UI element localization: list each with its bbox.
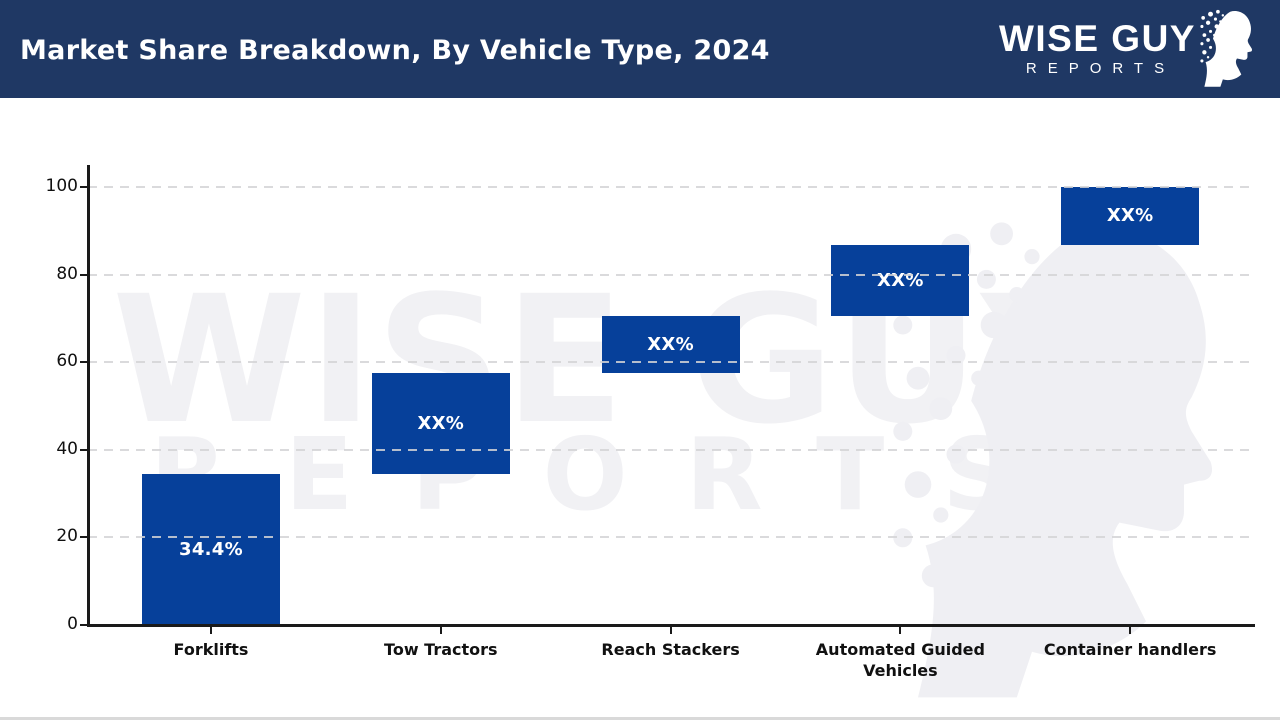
y-tick-mark: [80, 273, 88, 276]
bottom-border-line: [0, 717, 1280, 720]
bar-1: 34.4%: [142, 474, 280, 625]
logo: WISE GUY REPORTS: [999, 8, 1266, 88]
y-axis-tick-label: 80: [56, 263, 78, 284]
bar-4: XX%: [831, 244, 970, 317]
logo-text: WISE GUY REPORTS: [998, 17, 1196, 78]
y-axis-line: [87, 165, 90, 627]
gridline-60: [88, 361, 1254, 364]
bar-value-label: 34.4%: [179, 539, 243, 561]
logo-wiseguy-text: WISE GUY: [998, 17, 1196, 59]
y-tick-mark: [80, 624, 88, 626]
gridline-40: [88, 448, 1254, 451]
watermark-face-icon: [893, 222, 1213, 698]
logo-reports-text: REPORTS: [1025, 59, 1176, 77]
y-axis-tick-label: 60: [56, 351, 78, 372]
x-axis-line: [87, 624, 1255, 627]
y-axis-tick-label: 100: [45, 176, 78, 196]
bar-2: XX%: [371, 373, 510, 475]
watermark-reports: REPORTS: [150, 416, 1073, 533]
y-axis-tick-label: 20: [56, 526, 78, 547]
chart-area: WISE GUY REPORTS 02040608010034.4%Forkli…: [0, 98, 1280, 720]
y-tick-mark: [80, 186, 88, 188]
bar-3: XX%: [601, 316, 740, 374]
y-tick-mark: [80, 361, 88, 364]
logo-face-icon: [1200, 9, 1252, 87]
gridline-20: [88, 536, 1254, 539]
x-tick-mark: [669, 627, 672, 634]
y-axis-tick-label: 0: [67, 614, 78, 634]
x-axis-label: Tow Tractors: [384, 640, 498, 659]
x-tick-mark: [439, 627, 442, 634]
y-tick-mark: [80, 536, 88, 539]
y-axis-tick-label: 40: [56, 438, 78, 459]
x-axis-label: Automated Guided Vehicles: [815, 640, 985, 680]
bar-value-label: XX%: [417, 413, 465, 435]
x-axis-label: Reach Stackers: [601, 640, 740, 659]
bar-5: XX%: [1061, 187, 1200, 245]
x-axis-label: Forklifts: [173, 640, 249, 659]
bar-value-label: XX%: [647, 334, 694, 356]
x-axis-label: Container handlers: [1043, 640, 1217, 659]
x-tick-mark: [1129, 627, 1132, 634]
x-tick-mark: [899, 627, 902, 634]
page-title: Market Share Breakdown, By Vehicle Type,…: [20, 35, 770, 66]
header-bar: Market Share Breakdown, By Vehicle Type,…: [0, 0, 1280, 98]
x-tick-mark: [210, 627, 212, 634]
y-tick-mark: [80, 448, 88, 451]
gridline-100: [88, 186, 1254, 188]
gridline-80: [88, 273, 1254, 276]
bar-value-label: XX%: [1106, 205, 1154, 227]
